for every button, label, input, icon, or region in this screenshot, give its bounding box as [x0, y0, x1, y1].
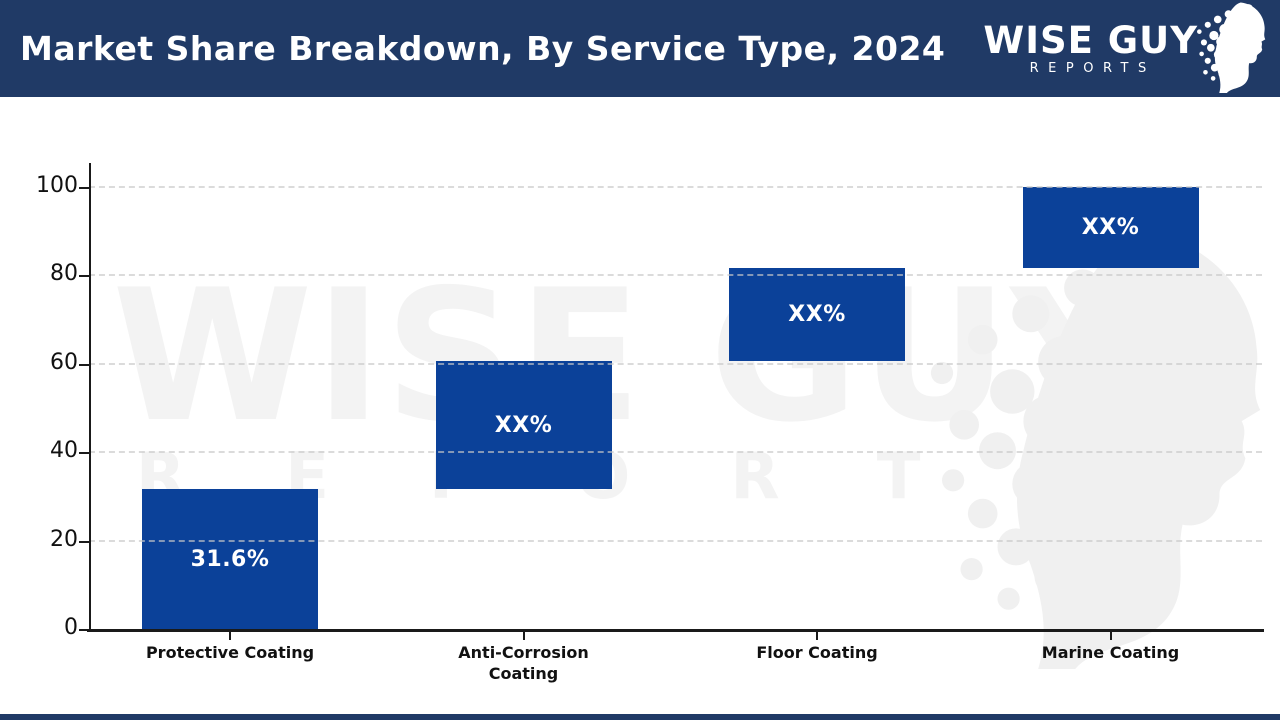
- brand-name: WISE GUY: [983, 19, 1198, 62]
- chart-area: WISE GUY REPORTS 0 20 40 60 80 100 31.6% Protec…: [0, 97, 1280, 714]
- watermark-head-icon: [930, 232, 1261, 669]
- brand-logo: WISE GUY REPORTS: [983, 2, 1280, 93]
- y-tick-label: 20: [50, 526, 78, 552]
- gridline-y100: [89, 186, 1262, 188]
- y-tick-label: 0: [64, 615, 78, 640]
- y-tick-label: 60: [50, 349, 78, 375]
- y-axis-line: [89, 163, 91, 631]
- x-axis-line: [87, 629, 1264, 632]
- brand-text: WISE GUY REPORTS: [983, 22, 1198, 75]
- y-tick-mark: [79, 540, 89, 543]
- x-tick-mark: [816, 632, 818, 640]
- bar-value-label: XX%: [494, 412, 553, 438]
- bar-value-label: XX%: [788, 302, 846, 328]
- y-tick-mark: [79, 629, 89, 631]
- category-label: Anti-Corrosion Coating: [458, 643, 589, 684]
- gridline-y80: [89, 274, 1262, 277]
- gridline-y40: [89, 451, 1262, 454]
- category-label: Protective Coating: [145, 643, 315, 662]
- plot-area: 0 20 40 60 80 100 31.6% Protective Coating XX% An…: [0, 97, 1280, 714]
- y-tick-mark: [79, 363, 89, 366]
- y-tick-label: 100: [36, 173, 78, 198]
- gridline-y20: [89, 539, 1262, 542]
- category-label: Floor Coating: [756, 643, 878, 662]
- gridline-y60: [89, 362, 1262, 365]
- y-tick-mark: [79, 275, 89, 278]
- header-bar: Market Share Breakdown, By Service Type,…: [0, 0, 1280, 97]
- y-tick-label: 80: [50, 261, 78, 287]
- bar-2: XX%: [435, 361, 612, 490]
- bar-value-label: XX%: [1081, 215, 1140, 241]
- y-tick-mark: [79, 187, 89, 189]
- wiseguy-head-icon: [1197, 2, 1266, 93]
- brand-sub: REPORTS: [1029, 61, 1156, 76]
- page-title: Market Share Breakdown, By Service Type,…: [20, 29, 946, 68]
- bar-3: XX%: [729, 268, 905, 362]
- y-tick-label: 40: [50, 438, 78, 464]
- bar-value-label: 31.6%: [190, 546, 270, 572]
- x-tick-mark: [229, 632, 231, 640]
- y-tick-mark: [79, 452, 89, 455]
- x-tick-mark: [1109, 632, 1112, 640]
- footer-bar: [0, 714, 1280, 720]
- x-tick-mark: [522, 632, 525, 640]
- category-label: Marine Coating: [1041, 643, 1180, 662]
- bar-1: 31.6%: [142, 489, 318, 629]
- bar-4: XX%: [1022, 187, 1199, 269]
